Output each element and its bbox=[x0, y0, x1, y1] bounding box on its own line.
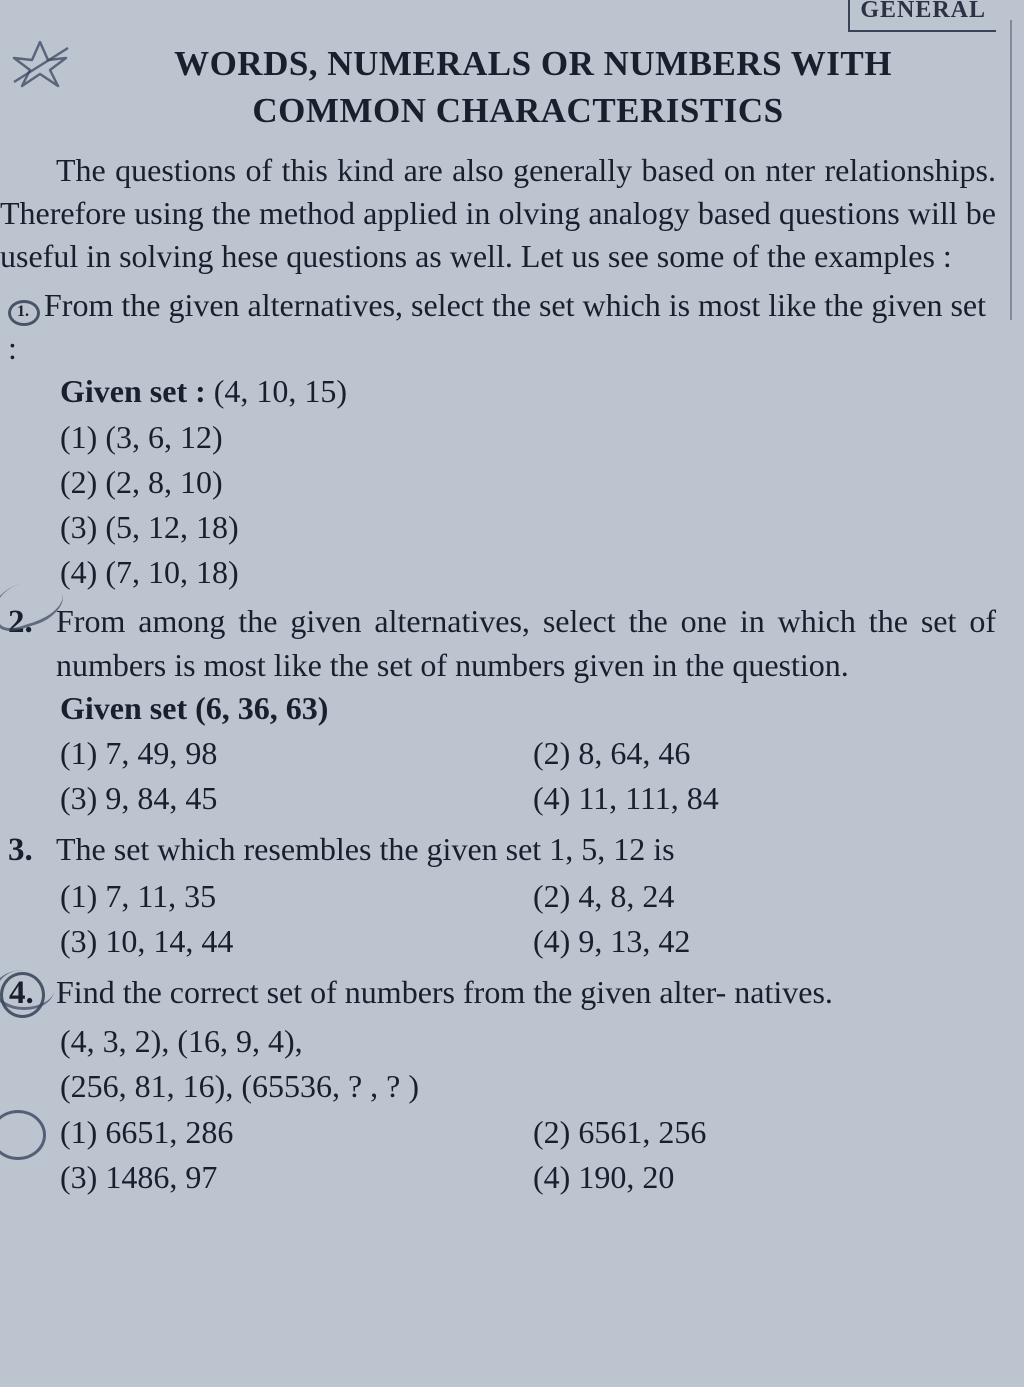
question-1: 1. From the given alternatives, select t… bbox=[0, 284, 996, 594]
q3-option-3: (3) 10, 14, 44 bbox=[60, 920, 523, 963]
q3-option-2: (2) 4, 8, 24 bbox=[533, 875, 996, 918]
q2-given-label: Given set bbox=[60, 690, 187, 726]
q3-options: (1) 7, 11, 35 (2) 4, 8, 24 (3) 10, 14, 4… bbox=[0, 873, 996, 963]
q4-given-line1: (4, 3, 2), (16, 9, 4), bbox=[0, 1020, 996, 1063]
q2-option-2: (2) 8, 64, 46 bbox=[533, 732, 996, 775]
margin-line bbox=[1010, 20, 1012, 320]
q1-option-3: (3) (5, 12, 18) bbox=[60, 506, 996, 549]
q1-given-label: Given set : bbox=[60, 373, 206, 409]
q2-options: (1) 7, 49, 98 (2) 8, 64, 46 (3) 9, 84, 4… bbox=[0, 730, 996, 820]
q1-text: From the given alternatives, select the … bbox=[8, 287, 986, 366]
q1-option-1: (1) (3, 6, 12) bbox=[60, 416, 996, 459]
main-title-line1: WORDS, NUMERALS OR NUMBERS WITH bbox=[0, 40, 996, 87]
q1-given-value: (4, 10, 15) bbox=[214, 373, 347, 409]
q4-option-3: (3) 1486, 97 bbox=[60, 1156, 523, 1199]
q4-options: (1) 6651, 286 (2) 6561, 256 (3) 1486, 97… bbox=[0, 1109, 996, 1199]
q2-option-3: (3) 9, 84, 45 bbox=[60, 777, 523, 820]
q1-number: 1. bbox=[8, 300, 40, 326]
q3-option-4: (4) 9, 13, 42 bbox=[533, 920, 996, 963]
question-2: 2. From among the given alternatives, se… bbox=[0, 600, 996, 820]
main-title-line2: COMMON CHARACTERISTICS bbox=[0, 87, 996, 134]
star-annotation-icon bbox=[8, 38, 72, 90]
header-fragment: GENERAL bbox=[848, 0, 996, 32]
q3-option-1: (1) 7, 11, 35 bbox=[60, 875, 523, 918]
intro-paragraph: The questions of this kind are also gene… bbox=[0, 149, 996, 279]
q3-number: 3. bbox=[0, 828, 56, 873]
q1-option-2: (2) (2, 8, 10) bbox=[60, 461, 996, 504]
q4-text: Find the correct set of numbers from the… bbox=[56, 971, 996, 1014]
q3-text: The set which resembles the given set 1,… bbox=[56, 828, 996, 871]
question-4: 4. Find the correct set of numbers from … bbox=[0, 971, 996, 1199]
q1-options: (1) (3, 6, 12) (2) (2, 8, 10) (3) (5, 12… bbox=[0, 416, 996, 595]
intro-text: The questions of this kind are also gene… bbox=[0, 149, 996, 279]
q4-option-1: (1) 6651, 286 bbox=[60, 1111, 523, 1154]
q2-given-value: (6, 36, 63) bbox=[195, 690, 328, 726]
q4-given-line2: (256, 81, 16), (65536, ? , ? ) bbox=[0, 1065, 996, 1108]
q4-option-2: (2) 6561, 256 bbox=[533, 1111, 996, 1154]
q2-text: From among the given alternatives, selec… bbox=[56, 600, 996, 686]
q1-option-4: (4) (7, 10, 18) bbox=[60, 551, 239, 594]
q4-option-4: (4) 190, 20 bbox=[533, 1156, 996, 1199]
question-3: 3. The set which resembles the given set… bbox=[0, 828, 996, 963]
q2-option-4: (4) 11, 111, 84 bbox=[533, 777, 996, 820]
q2-option-1: (1) 7, 49, 98 bbox=[60, 732, 523, 775]
